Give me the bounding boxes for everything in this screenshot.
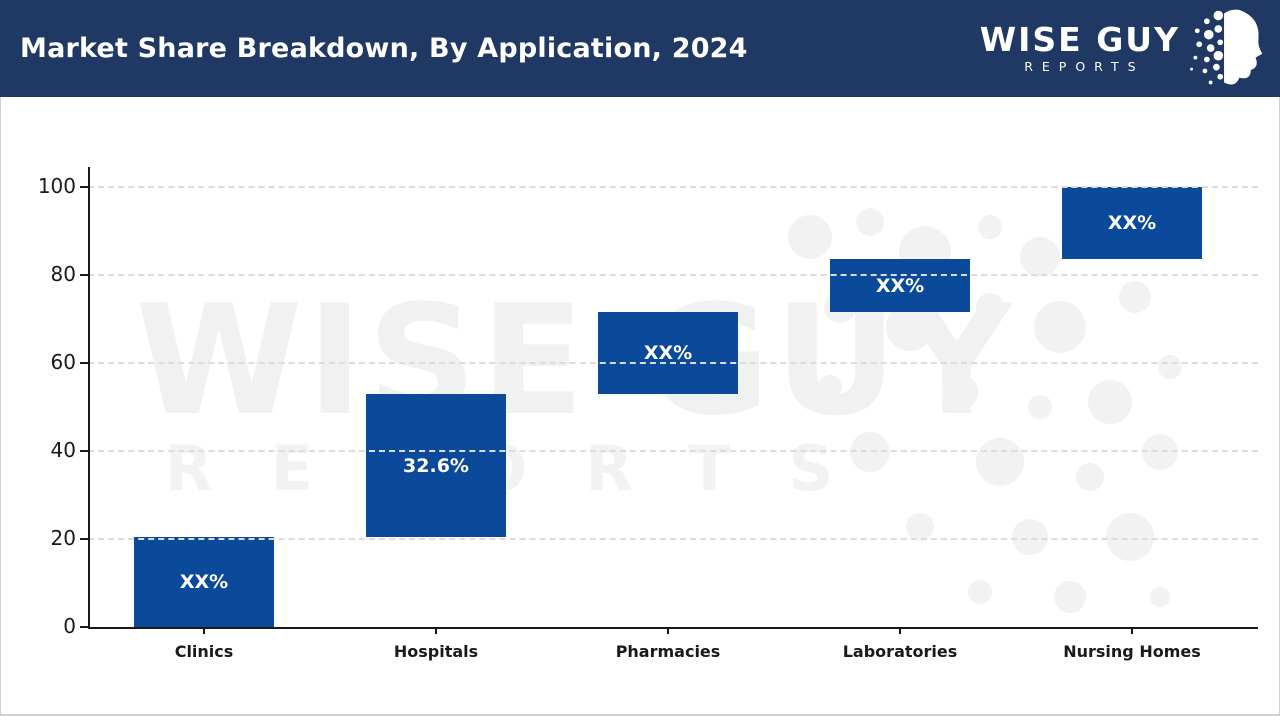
gridline-y-20 bbox=[88, 538, 1258, 540]
y-tick-label: 40 bbox=[50, 438, 76, 462]
x-tick-mark bbox=[1131, 627, 1133, 634]
bar-value-label: XX% bbox=[179, 571, 229, 594]
x-tick-label: Hospitals bbox=[393, 642, 479, 661]
y-tick-label: 100 bbox=[37, 174, 76, 198]
x-tick-mark bbox=[667, 627, 669, 634]
bar-laboratories: XX% bbox=[830, 259, 970, 312]
brand-logo: WISE GUY REPORTS bbox=[980, 6, 1268, 92]
bar-hospitals: 32.6% bbox=[366, 393, 506, 538]
x-tick-mark bbox=[203, 627, 205, 634]
x-tick-label: Laboratories bbox=[842, 642, 958, 661]
bar-value-label: XX% bbox=[1107, 212, 1157, 235]
y-tick-mark bbox=[80, 450, 88, 452]
y-tick-label: 80 bbox=[50, 262, 76, 286]
brand-subtitle: REPORTS bbox=[1024, 59, 1145, 74]
gridline-y-100 bbox=[88, 186, 1258, 188]
y-axis-line bbox=[88, 167, 90, 629]
bar-value-label: 32.6% bbox=[403, 454, 469, 477]
y-tick-label: 60 bbox=[50, 350, 76, 374]
x-tick-mark bbox=[899, 627, 901, 634]
y-tick-mark bbox=[80, 626, 88, 628]
header-bar: Market Share Breakdown, By Application, … bbox=[0, 0, 1280, 97]
bar-pharmacies: XX% bbox=[598, 311, 738, 394]
x-tick-label: Nursing Homes bbox=[1063, 642, 1201, 661]
brand-name: WISE GUY bbox=[979, 20, 1180, 59]
x-axis-line bbox=[88, 627, 1258, 629]
bar-clinics: XX% bbox=[134, 537, 274, 627]
gridline-y-60 bbox=[88, 362, 1258, 364]
y-tick-label: 20 bbox=[50, 526, 76, 550]
watermark-head-dots bbox=[788, 208, 1182, 613]
page-title: Market Share Breakdown, By Application, … bbox=[20, 33, 748, 64]
y-tick-label: 0 bbox=[63, 614, 76, 638]
y-tick-mark bbox=[80, 362, 88, 364]
y-tick-mark bbox=[80, 274, 88, 276]
bar-value-label: XX% bbox=[875, 274, 925, 297]
chart-canvas: WISE GUY REPORTS 0 20 40 60 80 100 XX% Clinics 3… bbox=[0, 97, 1280, 720]
x-tick-mark bbox=[435, 627, 437, 634]
y-tick-mark bbox=[80, 538, 88, 540]
brand-logo-text: WISE GUY REPORTS bbox=[980, 23, 1180, 74]
bar-nursing-homes: XX% bbox=[1062, 187, 1202, 260]
gridline-y-40 bbox=[88, 450, 1258, 452]
x-tick-label: Clinics bbox=[174, 642, 234, 661]
wiseguy-head-icon bbox=[1190, 9, 1263, 84]
gridline-y-80 bbox=[88, 274, 1258, 276]
x-tick-label: Pharmacies bbox=[615, 642, 721, 661]
y-tick-mark bbox=[80, 186, 88, 188]
bar-value-label: XX% bbox=[643, 341, 693, 364]
